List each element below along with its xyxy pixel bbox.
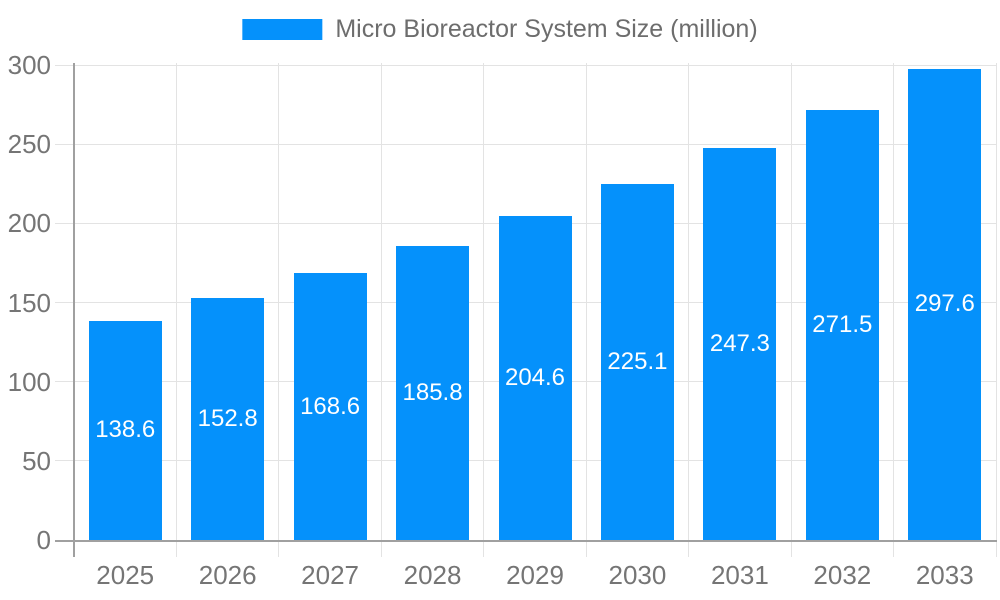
- y-axis-line: [73, 63, 75, 557]
- y-gridline: [55, 64, 997, 66]
- x-gridline: [175, 63, 177, 557]
- bar-2030[interactable]: 225.1: [600, 183, 674, 540]
- y-gridline: [55, 143, 997, 145]
- x-gridline: [278, 63, 280, 557]
- bar-2031[interactable]: 247.3: [703, 148, 777, 540]
- bar-2029[interactable]: 204.6: [498, 216, 572, 540]
- x-tick-label: 2025: [96, 560, 155, 590]
- bar-value-label: 168.6: [300, 392, 361, 420]
- legend-swatch[interactable]: [242, 19, 323, 40]
- y-tick-label: 100: [7, 366, 51, 397]
- x-tick-label: 2033: [915, 560, 974, 590]
- y-tick-label: 300: [7, 50, 51, 80]
- x-tick-label: 2026: [198, 560, 257, 590]
- x-gridline: [585, 63, 587, 557]
- bar-2028[interactable]: 185.8: [396, 245, 470, 540]
- bar-2027[interactable]: 168.6: [293, 273, 367, 540]
- bar-2026[interactable]: 152.8: [191, 298, 265, 540]
- y-tick-label: 0: [36, 525, 51, 555]
- x-tick-label: 2027: [301, 560, 360, 590]
- bar-value-label: 204.6: [504, 364, 566, 392]
- legend-label[interactable]: Micro Bioreactor System Size (million): [335, 15, 758, 43]
- bar-2032[interactable]: 271.5: [805, 110, 879, 540]
- x-tick-label: 2030: [608, 560, 667, 590]
- bar-2025[interactable]: 138.6: [88, 320, 162, 540]
- bar-value-label: 247.3: [709, 330, 770, 358]
- x-gridline: [790, 63, 792, 557]
- x-tick-label: 2031: [710, 560, 769, 590]
- x-tick-label: 2032: [813, 560, 872, 590]
- x-gridline: [483, 63, 485, 557]
- y-tick-label: 50: [22, 445, 51, 476]
- bar-value-label: 185.8: [402, 378, 463, 406]
- x-gridline: [995, 63, 997, 557]
- x-gridline: [688, 63, 690, 557]
- x-tick-label: 2029: [506, 560, 564, 590]
- bar-2033[interactable]: 297.6: [908, 68, 982, 540]
- bar-value-label: 152.8: [197, 405, 258, 433]
- y-tick-label: 150: [7, 287, 51, 318]
- bar-value-label: 271.5: [812, 311, 873, 339]
- x-axis-baseline: [55, 539, 997, 542]
- bar-value-label: 297.6: [914, 290, 975, 318]
- y-tick-label: 250: [7, 129, 51, 160]
- y-tick-label: 200: [7, 208, 51, 239]
- x-gridline: [893, 63, 895, 557]
- bar-value-label: 138.6: [95, 416, 156, 444]
- bar-value-label: 225.1: [607, 347, 668, 375]
- x-gridline: [380, 63, 382, 557]
- legend: Micro Bioreactor System Size (million): [242, 15, 758, 44]
- x-tick-label: 2028: [403, 560, 462, 590]
